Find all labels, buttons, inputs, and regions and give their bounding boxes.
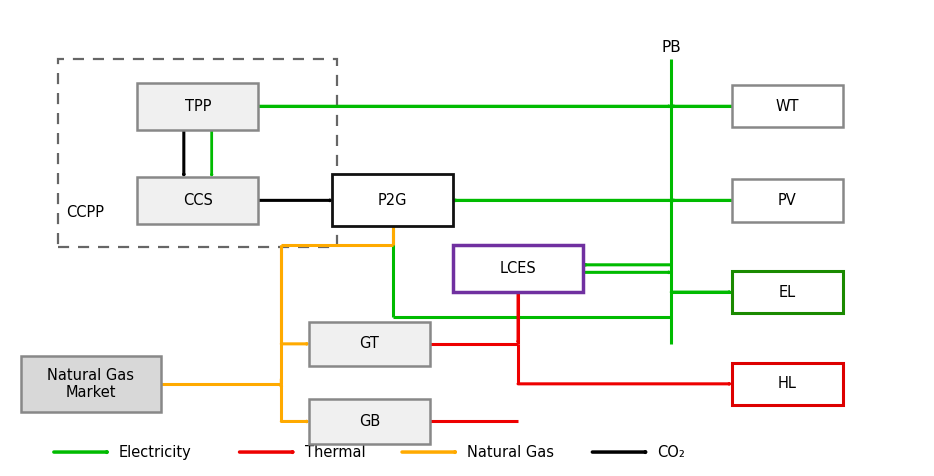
FancyBboxPatch shape (333, 175, 453, 226)
Text: PV: PV (778, 193, 797, 208)
FancyBboxPatch shape (453, 245, 583, 292)
Text: CCS: CCS (183, 193, 213, 208)
Text: EL: EL (779, 285, 796, 299)
FancyBboxPatch shape (731, 363, 843, 405)
FancyBboxPatch shape (731, 179, 843, 221)
Text: TPP: TPP (185, 99, 211, 114)
Text: HL: HL (778, 377, 797, 391)
FancyBboxPatch shape (731, 85, 843, 128)
FancyBboxPatch shape (137, 83, 258, 130)
Text: CO₂: CO₂ (658, 445, 686, 459)
FancyBboxPatch shape (309, 321, 430, 366)
Text: WT: WT (775, 99, 800, 114)
Text: CCPP: CCPP (66, 205, 104, 219)
FancyBboxPatch shape (309, 399, 430, 444)
Text: Thermal: Thermal (304, 445, 365, 459)
Text: GB: GB (359, 414, 380, 429)
Text: Natural Gas: Natural Gas (467, 445, 554, 459)
FancyBboxPatch shape (731, 271, 843, 313)
Text: PB: PB (661, 40, 681, 55)
Text: GT: GT (360, 337, 379, 351)
Text: LCES: LCES (500, 261, 536, 276)
FancyBboxPatch shape (137, 177, 258, 224)
FancyBboxPatch shape (21, 356, 161, 412)
Text: Natural Gas
Market: Natural Gas Market (48, 367, 134, 400)
Text: P2G: P2G (378, 193, 407, 208)
Text: Electricity: Electricity (119, 445, 191, 459)
